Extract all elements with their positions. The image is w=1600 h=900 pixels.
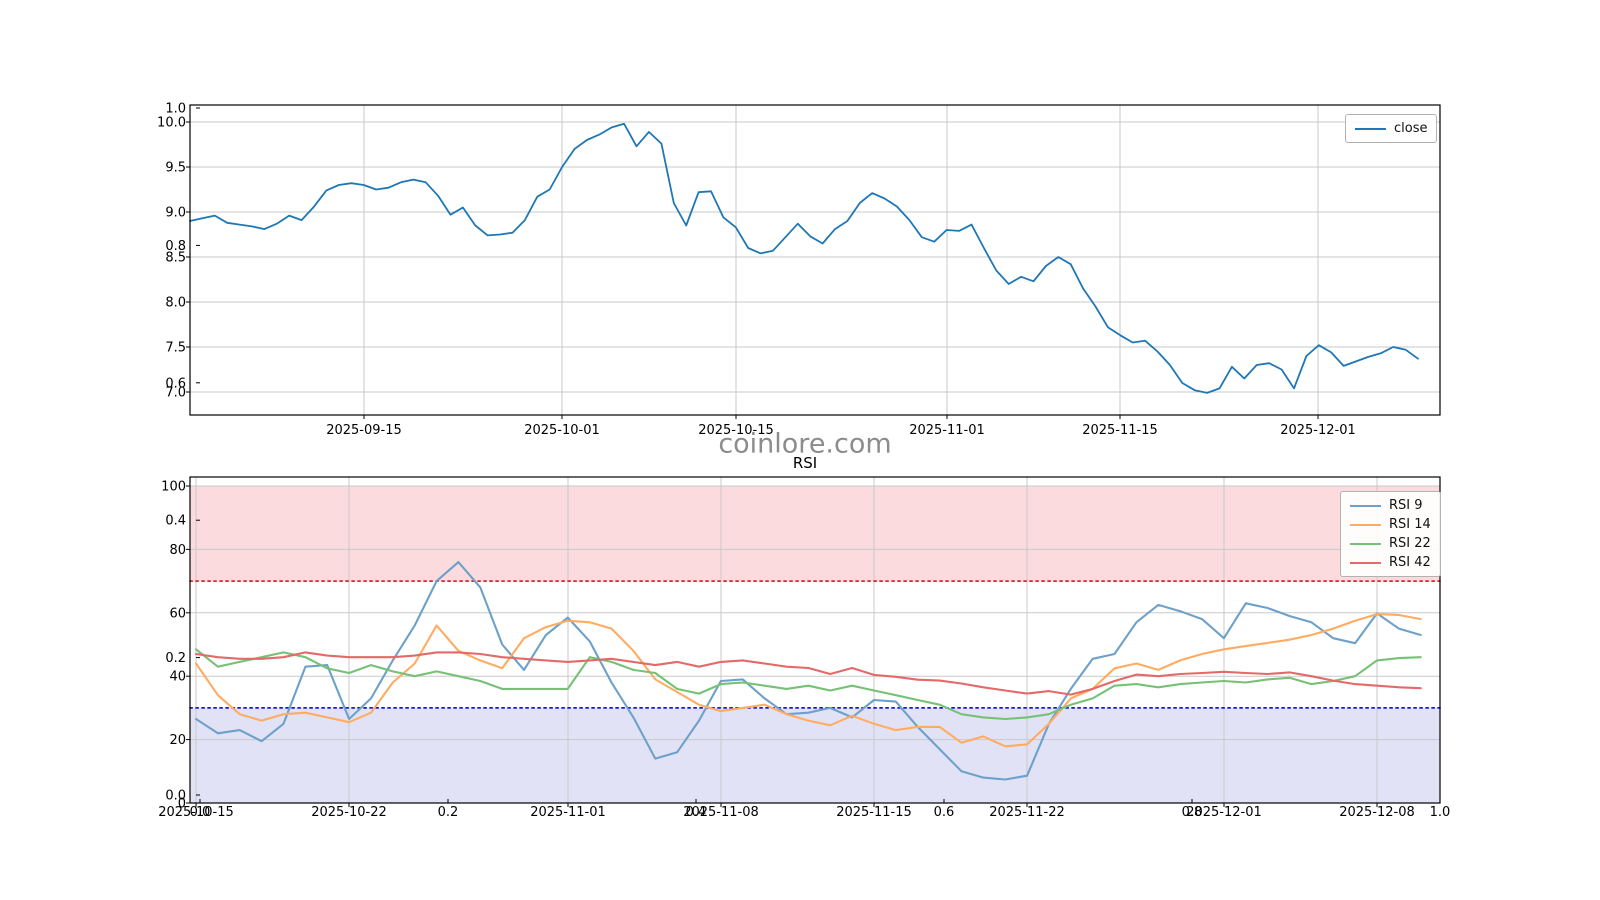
overlay-y-tick-label: 0.6 bbox=[165, 376, 186, 391]
rsi-line-sample-icon bbox=[1350, 542, 1381, 545]
rsi-legend-label: RSI 42 bbox=[1389, 555, 1431, 570]
watermark: coinlore.com bbox=[718, 428, 892, 460]
rsi-x-tick-label: 2025-10-15 bbox=[158, 805, 234, 820]
rsi-y-tick-label: 40 bbox=[169, 670, 186, 685]
overlay-y-tick-label: 0.2 bbox=[165, 651, 186, 666]
close-line-sample-icon bbox=[1355, 127, 1386, 130]
price-x-tick-label: 2025-11-01 bbox=[909, 423, 985, 438]
overlay-x-tick-label: 1.0 bbox=[1430, 805, 1451, 820]
price-legend-row: close bbox=[1355, 119, 1427, 138]
band-oversold bbox=[190, 707, 1440, 803]
rsi-y-tick-label: 100 bbox=[161, 480, 186, 495]
price-x-tick-label: 2025-09-15 bbox=[326, 423, 402, 438]
overlay-x-tick-label: 0.2 bbox=[438, 805, 459, 820]
rsi-line-sample-icon bbox=[1350, 504, 1381, 507]
price-legend: close bbox=[1345, 114, 1438, 143]
overlay-x-tick-label: 0.0 bbox=[190, 805, 211, 820]
overlay-y-tick-label: 0.0 bbox=[165, 789, 186, 804]
price-x-tick-label: 2025-12-01 bbox=[1280, 423, 1356, 438]
overlay-y-tick-label: 0.8 bbox=[165, 239, 186, 254]
rsi-legend-row: RSI 42 bbox=[1350, 553, 1431, 572]
rsi-legend-label: RSI 9 bbox=[1389, 498, 1423, 513]
rsi-y-tick-label: 20 bbox=[169, 733, 186, 748]
rsi-y-tick-label: 80 bbox=[169, 543, 186, 558]
price-y-tick-label: 10.0 bbox=[157, 116, 186, 131]
price-axes-frame bbox=[189, 104, 1441, 416]
overlay-x-tick-label: 0.8 bbox=[1182, 805, 1203, 820]
rsi-x-tick-label: 2025-10-22 bbox=[311, 805, 387, 820]
price-y-tick-label: 8.5 bbox=[165, 251, 186, 266]
price-x-tick-label: 2025-10-01 bbox=[524, 423, 600, 438]
rsi-22-line bbox=[194, 648, 1422, 721]
rsi-x-tick-label: 2025-11-08 bbox=[683, 805, 759, 820]
rsi-chart-title: RSI bbox=[792, 454, 818, 472]
close-line bbox=[189, 122, 1419, 394]
price-y-tick-label: 7.0 bbox=[165, 386, 186, 401]
rsi-14-line bbox=[194, 613, 1422, 748]
overlay-y-tick-label: 1.0 bbox=[165, 102, 186, 117]
rsi-x-tick-label: 2025-11-01 bbox=[530, 805, 606, 820]
close-legend-label: close bbox=[1394, 121, 1428, 136]
rsi-line-sample-icon bbox=[1350, 523, 1381, 526]
rsi-x-tick-label: 2025-12-01 bbox=[1186, 805, 1262, 820]
rsi-legend-row: RSI 22 bbox=[1350, 534, 1431, 553]
rsi-x-tick-label: 2025-11-15 bbox=[836, 805, 912, 820]
rsi-9-line bbox=[194, 561, 1422, 781]
rsi-legend-label: RSI 14 bbox=[1389, 517, 1431, 532]
overlay-x-tick-label: 0.6 bbox=[934, 805, 955, 820]
rsi-x-tick-label: 2025-11-22 bbox=[989, 805, 1065, 820]
rsi-legend-label: RSI 22 bbox=[1389, 536, 1431, 551]
rsi-legend: RSI 9 RSI 14 RSI 22 RSI 42 bbox=[1340, 491, 1441, 577]
rsi-line-sample-icon bbox=[1350, 561, 1381, 564]
price-y-tick-label: 9.5 bbox=[165, 161, 186, 176]
rsi-axes-frame bbox=[189, 476, 1441, 804]
price-y-tick-label: 8.0 bbox=[165, 296, 186, 311]
overlay-y-tick-label: 0.4 bbox=[165, 514, 186, 529]
price-x-tick-label: 2025-10-15 bbox=[698, 423, 774, 438]
rsi-y-tick-label: 0 bbox=[178, 797, 186, 812]
price-x-tick-label: 2025-11-15 bbox=[1082, 423, 1158, 438]
rsi-legend-row: RSI 9 bbox=[1350, 496, 1431, 515]
band-overbought bbox=[190, 486, 1440, 582]
rsi-y-tick-label: 60 bbox=[169, 606, 186, 621]
price-y-tick-label: 7.5 bbox=[165, 341, 186, 356]
rsi-legend-row: RSI 14 bbox=[1350, 515, 1431, 534]
rsi-x-tick-label: 2025-12-08 bbox=[1339, 805, 1415, 820]
rsi-42-line bbox=[194, 651, 1422, 696]
overlay-x-tick-label: 0.4 bbox=[686, 805, 707, 820]
price-y-tick-label: 9.0 bbox=[165, 206, 186, 221]
